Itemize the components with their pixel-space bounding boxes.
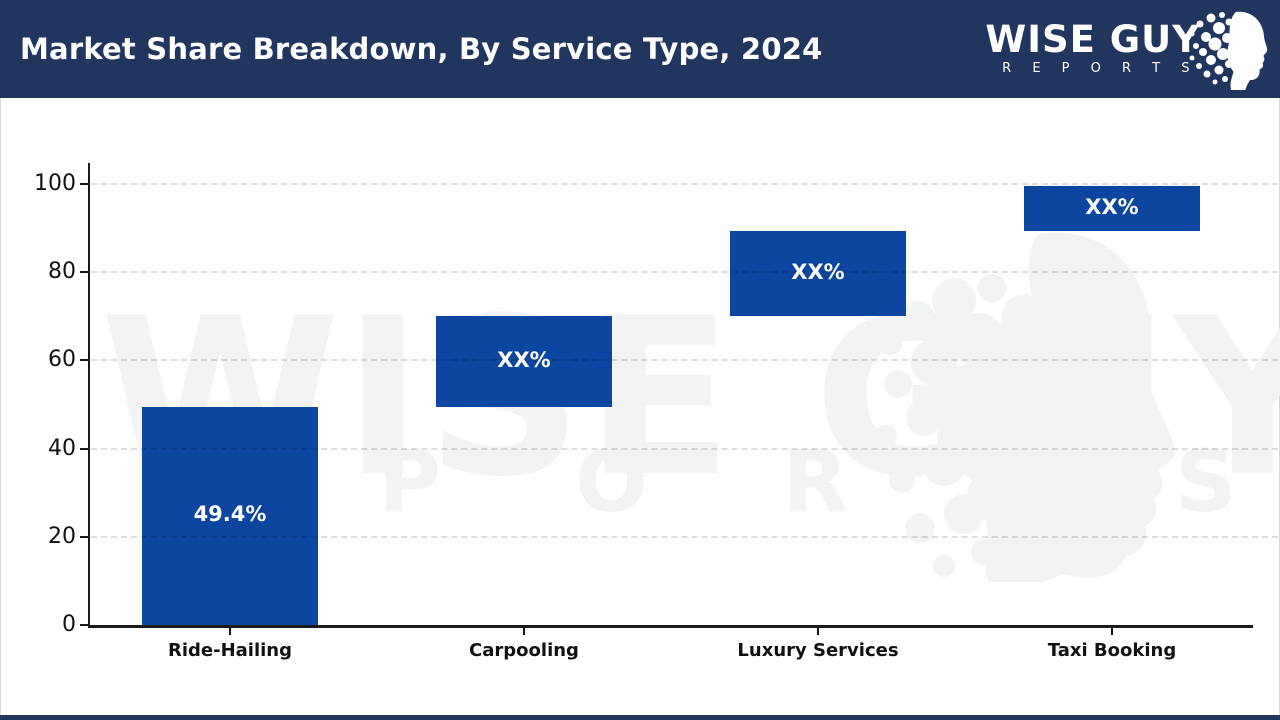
y-tick-80 [80, 271, 89, 274]
logo-text: WISE GUY R E P O R T S [985, 20, 1200, 78]
gridline-20 [91, 535, 1278, 538]
gridline-100 [91, 183, 1278, 185]
y-tick-20 [80, 535, 89, 538]
bar-carpooling [436, 316, 612, 408]
bar-luxury-services [730, 231, 906, 317]
x-tick-label-carpooling: Carpooling [469, 640, 579, 661]
x-tick-carpooling [523, 627, 525, 635]
y-tick-60 [80, 359, 89, 362]
wise-guy-reports-logo: WISE GUY R E P O R T S [985, 6, 1272, 92]
y-tick-0 [80, 624, 89, 626]
page-title: Market Share Breakdown, By Service Type,… [20, 32, 823, 66]
bar-ride-hailing [142, 407, 318, 625]
y-tick-40 [80, 447, 89, 450]
gridline-60 [91, 359, 1278, 362]
y-axis-line [88, 163, 90, 627]
y-tick-label-100: 100 [34, 171, 76, 196]
bar-label-carpooling: XX% [497, 347, 551, 372]
x-tick-label-taxi-booking: Taxi Booking [1047, 640, 1177, 661]
x-axis-line [88, 625, 1253, 628]
logo-wordmark: WISE GUY [985, 18, 1200, 61]
y-tick-label-0: 0 [62, 612, 76, 637]
bar-taxi-booking [1024, 186, 1200, 232]
gridline-40 [91, 447, 1278, 450]
bar-label-ride-hailing: 49.4% [193, 502, 267, 527]
logo-face-icon [1189, 11, 1268, 90]
gridline-80 [91, 271, 1278, 274]
x-tick-label-ride-hailing: Ride-Hailing [167, 640, 292, 661]
x-tick-taxi-booking [1111, 627, 1113, 635]
y-tick-100 [80, 183, 89, 185]
header-band: Market Share Breakdown, By Service Type,… [0, 0, 1280, 98]
y-tick-label-60: 60 [48, 347, 76, 373]
y-tick-label-40: 40 [48, 435, 76, 461]
y-tick-label-20: 20 [48, 523, 76, 549]
x-tick-ride-hailing [229, 627, 231, 635]
watermark-face-icon [875, 232, 1175, 582]
logo-subtitle: R E P O R T S [1002, 61, 1198, 76]
bar-label-luxury-services: XX% [791, 259, 845, 284]
x-tick-label-luxury-services: Luxury Services [737, 640, 899, 661]
footer-strip [0, 715, 1280, 720]
x-tick-luxury-services [817, 627, 819, 635]
y-tick-label-80: 80 [48, 259, 76, 285]
bar-label-taxi-booking: XX% [1085, 194, 1139, 219]
